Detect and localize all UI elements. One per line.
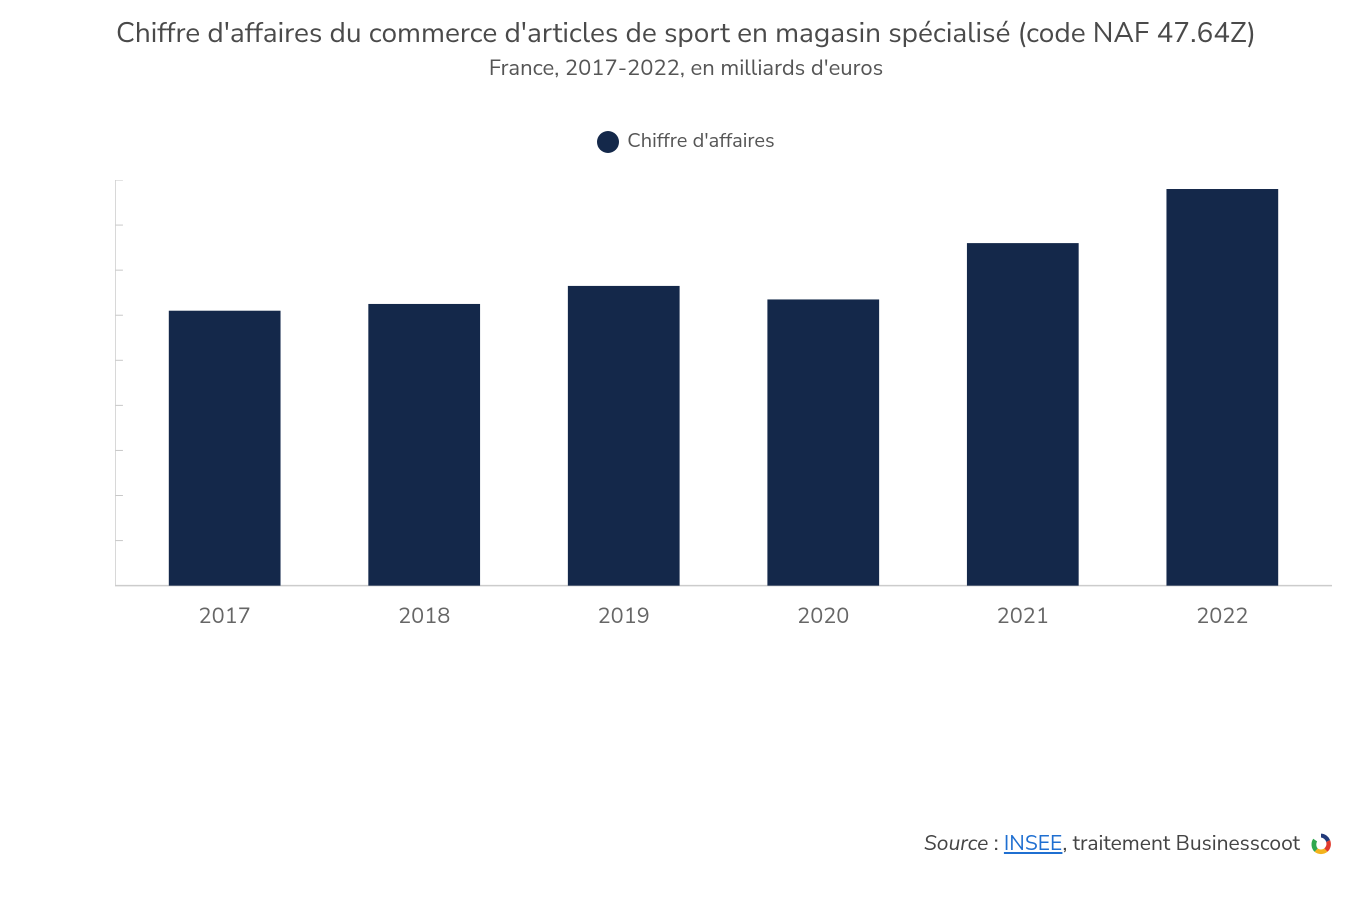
bar [967, 243, 1079, 586]
chart-subtitle: France, 2017-2022, en milliards d'euros [20, 53, 1352, 83]
bar-chart: 2017 2018 2019 2020 2021 2022 [115, 180, 1332, 640]
x-axis-label: 2022 [1196, 601, 1248, 631]
chart-area: 2017 2018 2019 2020 2021 2022 [115, 180, 1332, 640]
x-axis-label: 2020 [797, 601, 849, 631]
source-line: Source : INSEE, traitement Businesscoot [20, 830, 1352, 858]
source-colon: : [988, 830, 1004, 858]
bar [767, 299, 879, 585]
source-suffix: , traitement Businesscoot [1062, 830, 1300, 858]
x-axis-label: 2018 [398, 601, 450, 631]
bar [169, 311, 281, 586]
bar [1166, 189, 1278, 586]
legend-swatch-icon [597, 131, 619, 153]
bar [368, 304, 480, 586]
source-link[interactable]: INSEE [1004, 830, 1063, 858]
legend: Chiffre d'affaires [20, 128, 1352, 155]
x-axis-label: 2021 [997, 601, 1049, 631]
source-prefix: Source [924, 830, 988, 858]
legend-label: Chiffre d'affaires [627, 128, 774, 155]
businesscoot-logo-icon [1308, 831, 1334, 857]
x-axis-label: 2017 [199, 601, 251, 631]
bar [568, 286, 680, 586]
x-axis-label: 2019 [598, 601, 650, 631]
chart-title: Chiffre d'affaires du commerce d'article… [20, 16, 1352, 51]
